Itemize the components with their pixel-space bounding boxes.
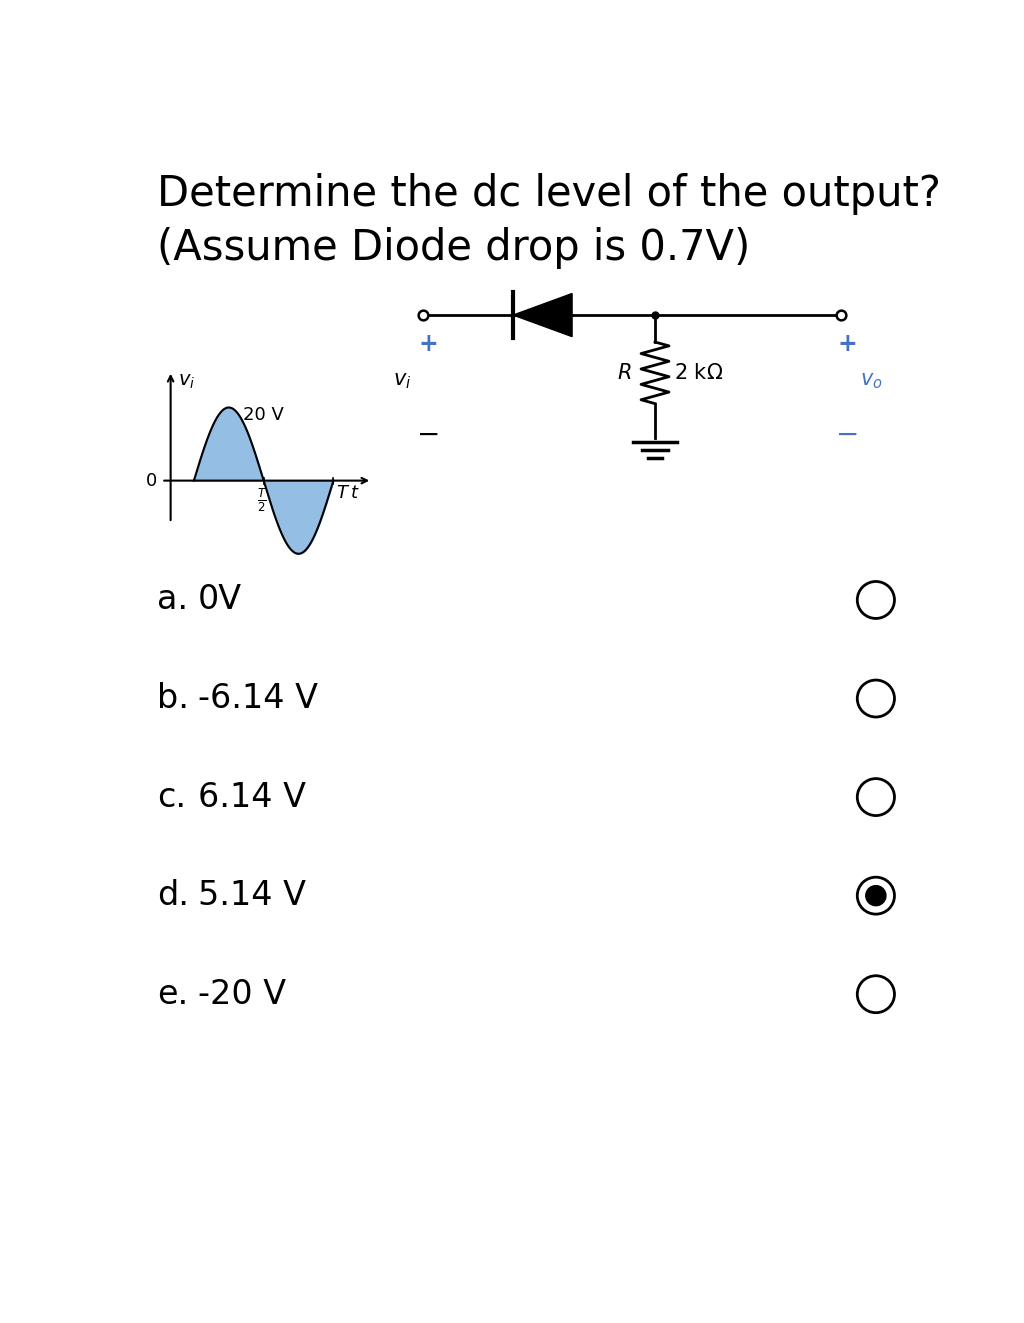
Text: 2 k$\Omega$: 2 k$\Omega$ xyxy=(675,363,724,382)
Text: $v_i$: $v_i$ xyxy=(178,373,196,392)
Text: $t$: $t$ xyxy=(350,484,360,501)
Text: b.: b. xyxy=(158,683,189,714)
Polygon shape xyxy=(513,294,572,336)
Circle shape xyxy=(866,885,886,906)
Text: $v_i$: $v_i$ xyxy=(392,370,411,390)
Text: 0V: 0V xyxy=(198,583,242,617)
Text: $T$: $T$ xyxy=(336,484,350,501)
Text: R: R xyxy=(617,363,632,382)
Text: -6.14 V: -6.14 V xyxy=(198,683,317,714)
Text: 6.14 V: 6.14 V xyxy=(198,781,306,814)
Text: 0: 0 xyxy=(146,471,158,490)
Text: $\frac{T}{2}$: $\frac{T}{2}$ xyxy=(257,487,267,515)
Text: 20 V: 20 V xyxy=(243,406,284,423)
Text: +: + xyxy=(838,332,857,356)
Text: c.: c. xyxy=(158,781,186,814)
Text: $v_o$: $v_o$ xyxy=(860,370,883,390)
Text: Determine the dc level of the output?: Determine the dc level of the output? xyxy=(158,172,941,214)
Text: −: − xyxy=(836,421,859,448)
Text: -20 V: -20 V xyxy=(198,978,286,1011)
Text: (Assume Diode drop is 0.7V): (Assume Diode drop is 0.7V) xyxy=(158,226,751,269)
Text: d.: d. xyxy=(158,880,189,912)
Text: e.: e. xyxy=(158,978,188,1011)
Text: +: + xyxy=(419,332,438,356)
Text: −: − xyxy=(417,421,440,448)
Text: 5.14 V: 5.14 V xyxy=(198,880,306,912)
Text: a.: a. xyxy=(158,583,188,617)
